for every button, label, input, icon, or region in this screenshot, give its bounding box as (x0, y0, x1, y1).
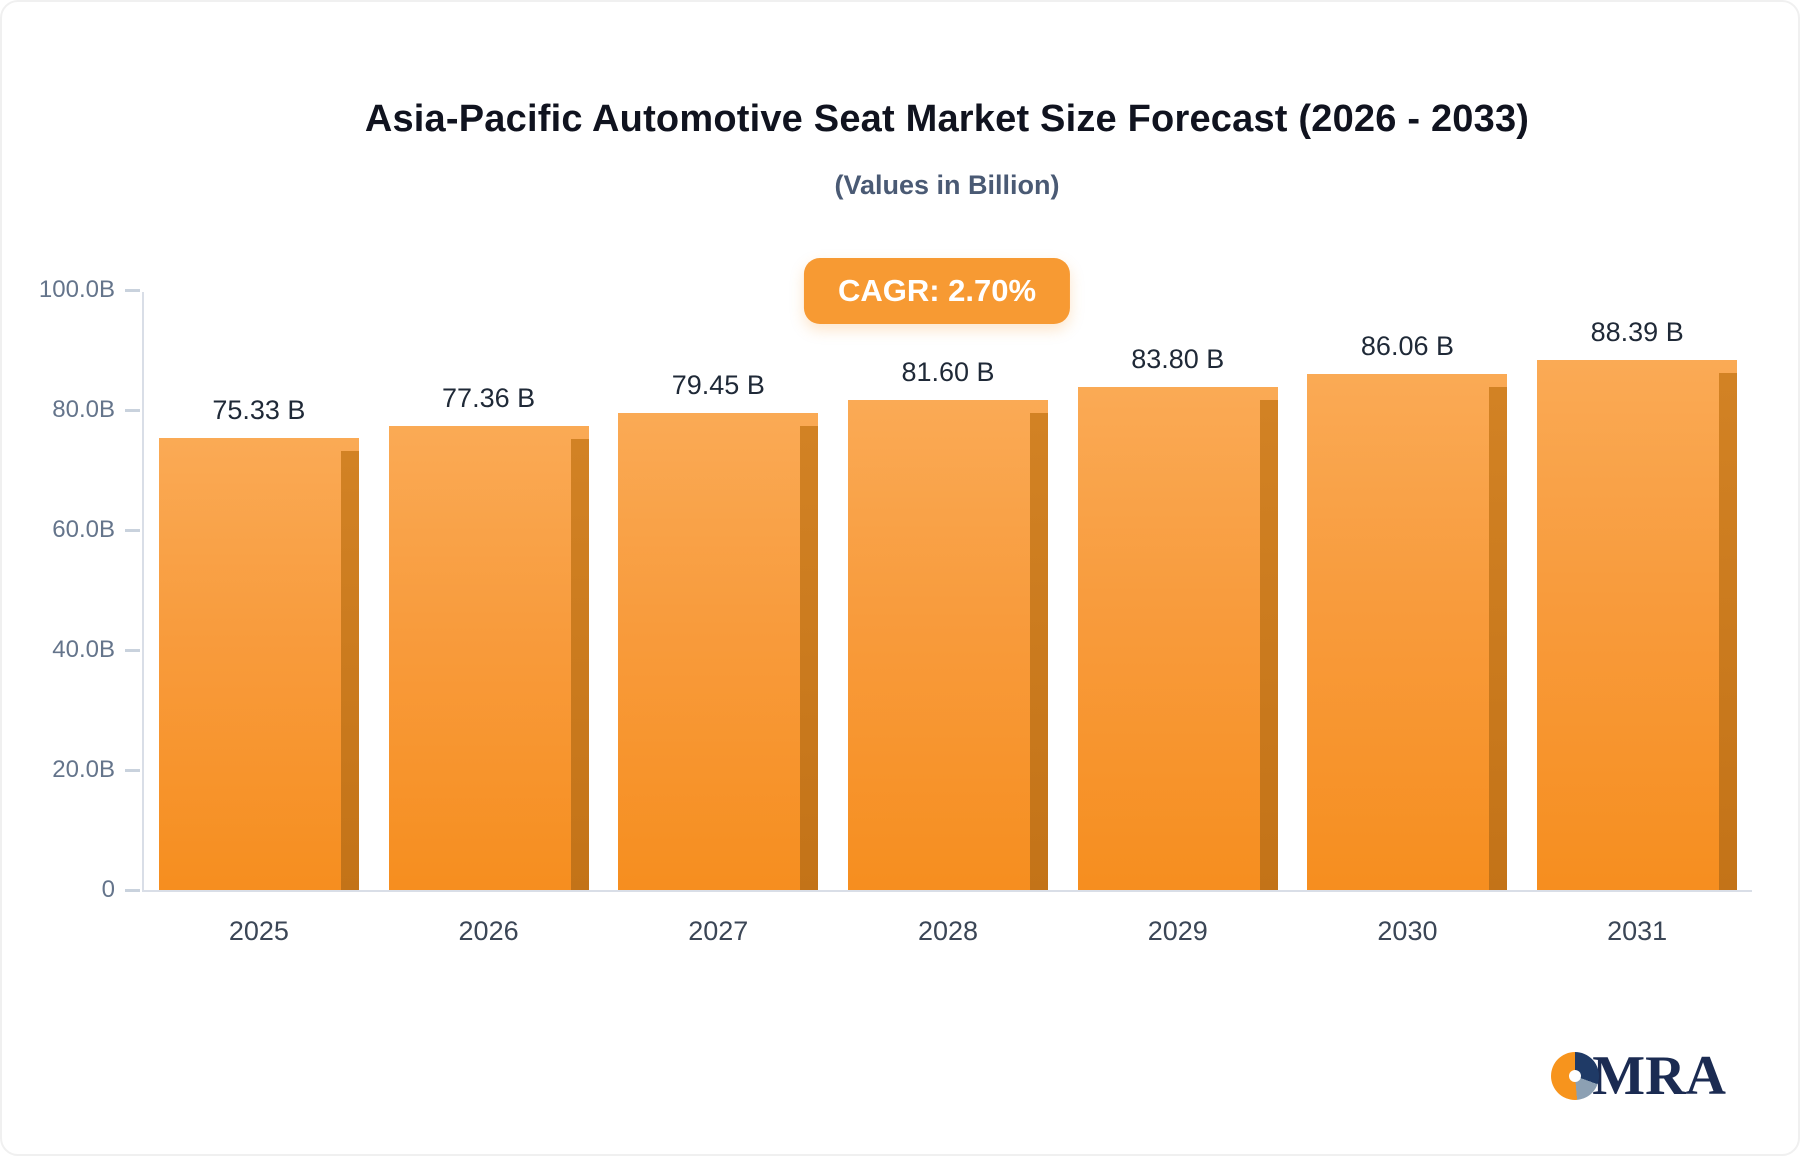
bar-side-face (340, 451, 359, 890)
chart-subtitle: (Values in Billion) (834, 170, 1060, 200)
y-tick-label: 40.0B (52, 636, 115, 663)
bar-side-face (1489, 386, 1508, 890)
bar-value-label: 86.06 B (1360, 330, 1454, 361)
chart-title: Asia-Pacific Automotive Seat Market Size… (364, 98, 1530, 140)
mra-logo-text: MRA (1592, 1045, 1726, 1107)
bar (618, 413, 819, 890)
mra-logo-center-dot (1569, 1070, 1582, 1082)
y-tick: 100.0B (35, 276, 140, 304)
y-tick-mark (125, 408, 140, 412)
bar-group: 81.60 B 2028 (833, 292, 1063, 946)
y-tick-label: 0 (101, 876, 115, 903)
y-tick: 80.0B (35, 396, 140, 424)
bar-value-label: 83.80 B (1131, 344, 1225, 375)
bars-row: 75.33 B 2025 77.36 B 2026 79.45 B 2027 81.60 B… (144, 292, 1752, 946)
bar-group: 83.80 B 2029 (1063, 292, 1293, 946)
y-tick-label: 60.0B (52, 516, 115, 543)
bar (1307, 373, 1508, 890)
y-tick: 20.0B (35, 756, 140, 784)
bar-group: 86.06 B 2030 (1293, 292, 1523, 946)
y-tick-label: 100.0B (38, 276, 115, 303)
bar-group: 77.36 B 2026 (374, 292, 604, 946)
bar-value-label: 75.33 B (212, 395, 306, 426)
y-tick: 0 (35, 876, 140, 904)
y-tick-mark (125, 528, 140, 532)
bar-value-label: 79.45 B (671, 370, 765, 401)
bar-value-label: 81.60 B (901, 357, 995, 388)
bar (158, 438, 359, 890)
x-axis-label: 2027 (688, 916, 749, 946)
bar-group: 75.33 B 2025 (144, 292, 374, 946)
y-tick: 40.0B (35, 636, 140, 664)
bar (1077, 387, 1278, 890)
bar-group: 88.39 B 2031 (1522, 292, 1752, 946)
bar-value-label: 77.36 B (442, 382, 536, 413)
plot-area: 100.0B 80.0B 60.0B 40.0B 20.0B 0 75.33 B 2025 7… (39, 276, 1752, 946)
bar-side-face (570, 438, 589, 890)
bar-value-label: 88.39 B (1590, 316, 1684, 347)
bar-side-face (1719, 372, 1738, 890)
y-tick-mark (125, 648, 140, 652)
bar-side-face (800, 426, 819, 890)
x-axis-label: 2029 (1147, 916, 1208, 946)
y-tick-label: 20.0B (52, 756, 115, 783)
bar-side-face (1259, 400, 1278, 890)
x-axis-label: 2025 (228, 916, 289, 946)
bar (388, 425, 589, 890)
bar-side-face (1030, 413, 1049, 890)
bar (848, 400, 1049, 890)
y-tick-mark (125, 768, 140, 772)
cagr-badge: CAGR: 2.70% (803, 258, 1071, 324)
y-tick-mark (125, 888, 140, 892)
y-axis-ticks: 100.0B 80.0B 60.0B 40.0B 20.0B 0 (39, 276, 1752, 903)
mra-logo-mark (1551, 1052, 1600, 1100)
x-axis-label: 2028 (917, 916, 979, 946)
x-axis-label: 2030 (1377, 916, 1438, 946)
y-tick-label: 80.0B (52, 396, 115, 423)
bar (1537, 359, 1738, 890)
bar-group: 79.45 B 2027 (603, 292, 833, 946)
mra-logo: MRA (1551, 1048, 1726, 1104)
x-axis-label: 2031 (1607, 916, 1668, 946)
y-tick: 60.0B (35, 516, 140, 544)
y-tick-mark (125, 288, 140, 292)
x-axis-label: 2026 (458, 916, 519, 946)
